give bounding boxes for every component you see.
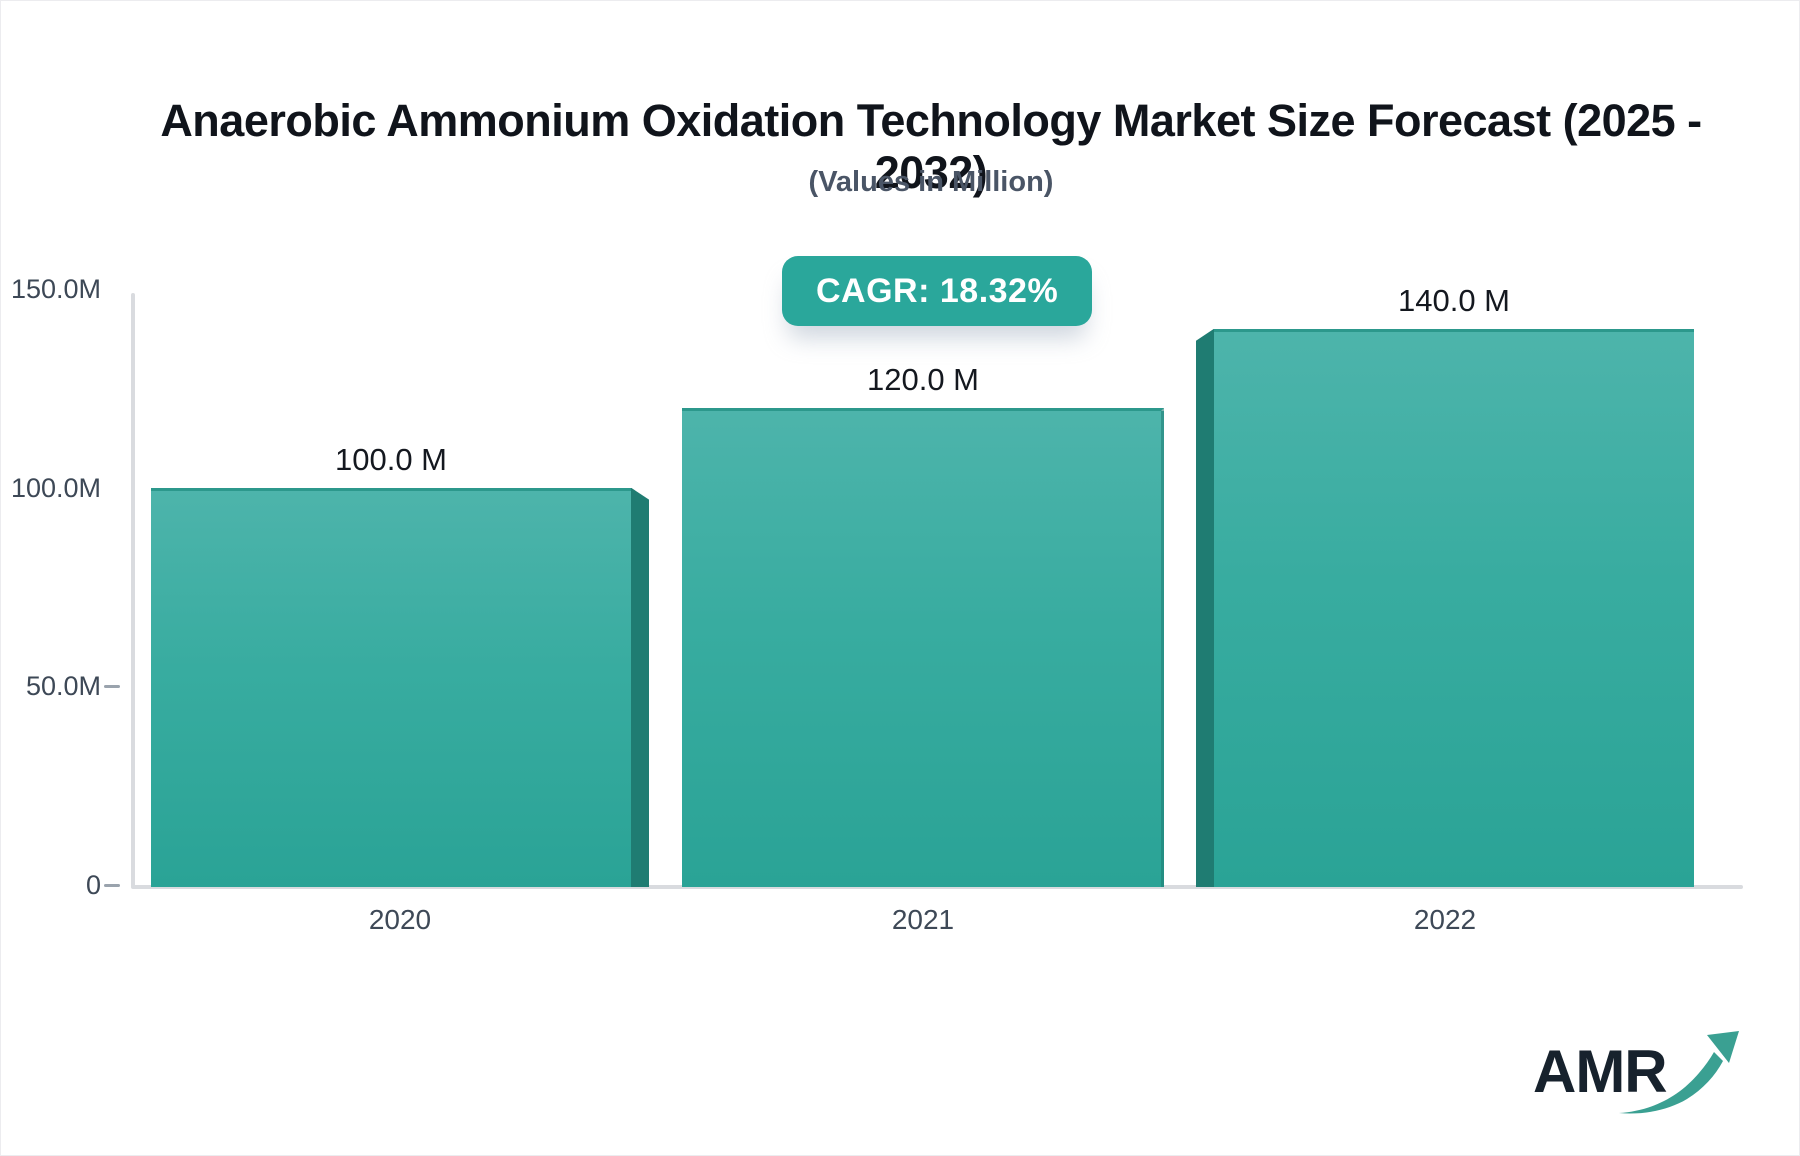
bar-value-label-2020: 100.0 M bbox=[334, 441, 447, 477]
amr-logo: AMR bbox=[1533, 1029, 1743, 1119]
chart-subtitle: (Values in Million) bbox=[808, 166, 1054, 198]
bar-2020[interactable] bbox=[151, 487, 631, 887]
bar-2021[interactable] bbox=[682, 408, 1164, 887]
y-tick-mark-0 bbox=[104, 884, 120, 887]
chart-title: Anaerobic Ammonium Oxidation Technology … bbox=[160, 95, 1702, 198]
bar-side-face-2020 bbox=[631, 487, 649, 887]
bar-value-label-2021: 120.0 M bbox=[866, 362, 979, 398]
y-tick-label-0: 0 bbox=[85, 870, 101, 900]
y-tick-label-50.0M: 50.0M bbox=[25, 671, 101, 702]
y-tick-mark-50.0M bbox=[104, 685, 120, 689]
x-axis-label-2020: 2020 bbox=[368, 904, 432, 935]
bar-2022[interactable] bbox=[1214, 328, 1694, 887]
y-tick-label-100.0M: 100.0M bbox=[10, 472, 101, 503]
y-tick-label-150.0M: 150.0M bbox=[10, 274, 101, 304]
x-axis-line bbox=[131, 885, 1743, 889]
amr-logo-text: AMR bbox=[1533, 1038, 1668, 1105]
bar-side-face-2022 bbox=[1196, 328, 1214, 887]
x-axis-label-2021: 2021 bbox=[891, 904, 955, 935]
cagr-badge-label: CAGR: 18.32% bbox=[816, 271, 1059, 310]
x-axis-label-2022: 2022 bbox=[1413, 904, 1477, 935]
growth-arrow-icon bbox=[1619, 1031, 1739, 1114]
y-axis-line bbox=[131, 293, 135, 888]
bar-value-label-2022: 140.0 M bbox=[1397, 282, 1510, 318]
cagr-badge: CAGR: 18.32% bbox=[782, 256, 1093, 326]
